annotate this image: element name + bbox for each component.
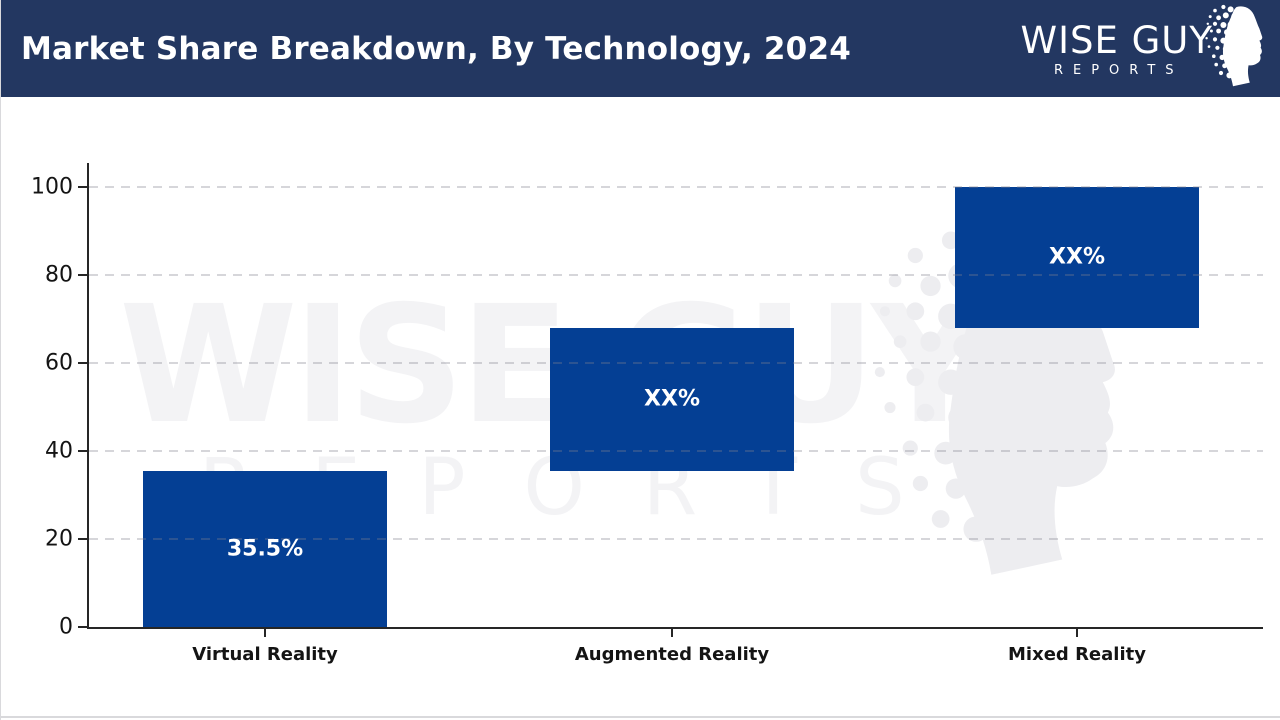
x-tick-1 bbox=[671, 629, 673, 637]
x-axis-line bbox=[87, 627, 1263, 629]
y-tick-label-60: 60 bbox=[45, 350, 73, 376]
y-tick-100 bbox=[78, 186, 87, 188]
y-tick-label-20: 20 bbox=[45, 526, 73, 552]
y-tick-80 bbox=[78, 274, 87, 276]
plot-area: 35.5% XX% XX% 0 20 40 60 80 100 Virtual Reality… bbox=[31, 163, 1263, 665]
y-tick-label-0: 0 bbox=[59, 614, 73, 640]
y-tick-60 bbox=[78, 362, 87, 364]
gridline-40 bbox=[89, 450, 1263, 452]
y-tick-label-80: 80 bbox=[45, 262, 73, 288]
bar-value-label: 35.5% bbox=[226, 536, 304, 562]
gridline-80 bbox=[89, 274, 1263, 276]
bar-virtual-reality bbox=[143, 470, 387, 627]
bottom-border bbox=[1, 716, 1280, 718]
chart-area: WISE GUY REPORTS 35.5% XX% XX% 0 20 40 60 80 10… bbox=[1, 97, 1280, 720]
x-tick-0 bbox=[264, 629, 266, 637]
y-axis-line bbox=[87, 163, 89, 629]
y-tick-20 bbox=[78, 538, 87, 540]
logo-wordmark: WISE GUY bbox=[1020, 18, 1213, 62]
chart-title: Market Share Breakdown, By Technology, 2… bbox=[21, 30, 851, 67]
logo-face-dots bbox=[1205, 4, 1240, 83]
x-tick-2 bbox=[1076, 629, 1078, 637]
wiseguy-logo: WISE GUY REPORTS bbox=[1021, 4, 1280, 91]
x-category-label: Augmented Reality bbox=[574, 644, 770, 665]
y-tick-0 bbox=[78, 626, 87, 628]
wiseguy-face-icon bbox=[1205, 4, 1263, 86]
x-category-label: Virtual Reality bbox=[192, 644, 338, 665]
logo-text-block: WISE GUY REPORTS bbox=[1021, 22, 1213, 78]
x-category-label: Mixed Reality bbox=[1008, 644, 1146, 665]
bar-augmented-reality bbox=[550, 327, 794, 471]
bar-value-label: XX% bbox=[644, 386, 700, 412]
y-tick-label-100: 100 bbox=[31, 174, 73, 200]
gridline-100 bbox=[89, 186, 1263, 188]
y-tick-40 bbox=[78, 450, 87, 452]
logo-subtext: REPORTS bbox=[1053, 62, 1184, 78]
gridline-60 bbox=[89, 362, 1263, 364]
header: Market Share Breakdown, By Technology, 2… bbox=[1, 0, 1280, 97]
bar-value-label: XX% bbox=[1049, 244, 1105, 270]
y-tick-label-40: 40 bbox=[45, 438, 73, 464]
gridline-20 bbox=[89, 538, 1263, 540]
